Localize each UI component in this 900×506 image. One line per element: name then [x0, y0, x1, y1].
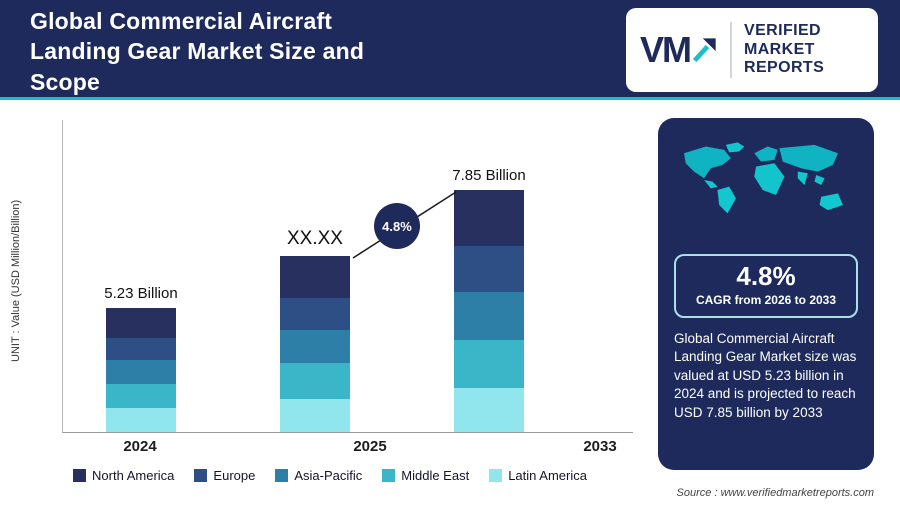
chart-area: UNIT : Value (USD Million/Billion) 5.23 … [0, 100, 655, 506]
bar-segment-asia-pacific [454, 291, 524, 341]
bar-segment-asia-pacific [106, 360, 176, 384]
bar-segment-latin-america [280, 398, 350, 432]
bar-segment-asia-pacific [280, 329, 350, 364]
stacked-bar-2033 [454, 190, 524, 433]
bar-segment-latin-america [106, 408, 176, 432]
legend-label-europe: Europe [213, 468, 256, 483]
bar-column-2033: 7.85 Billion [434, 167, 544, 433]
legend-swatch-north-america [73, 469, 87, 482]
header: Global Commercial Aircraft Landing Gear … [0, 0, 900, 100]
plot: 5.23 Billion XX.XX 7.85 Billion 4.8% [62, 120, 633, 433]
cagr-box: 4.8% CAGR from 2026 to 2033 [674, 254, 858, 318]
bar-column-2025: XX.XX [260, 228, 370, 432]
bar-segment-north-america [454, 190, 524, 246]
stacked-bar-2024 [106, 308, 176, 432]
bar-segment-europe [280, 298, 350, 330]
bars: 5.23 Billion XX.XX 7.85 Billion [63, 120, 633, 433]
bar-segment-europe [454, 245, 524, 292]
market-description: Global Commercial Aircraft Landing Gear … [674, 330, 857, 421]
legend-item-asia-pacific: Asia-Pacific [275, 468, 362, 483]
legend-label-latin-america: Latin America [508, 468, 587, 483]
logo-divider [730, 22, 732, 78]
legend-item-europe: Europe [194, 468, 255, 483]
bar-segment-middle-east [280, 363, 350, 399]
bar-segment-middle-east [106, 383, 176, 409]
legend-swatch-asia-pacific [275, 469, 289, 482]
brand-line-1: VERIFIED [744, 22, 821, 40]
bar-value-label-2033: 7.85 Billion [452, 167, 526, 184]
legend-item-latin-america: Latin America [489, 468, 587, 483]
stacked-bar-2025 [280, 256, 350, 432]
y-axis-label: UNIT : Value (USD Million/Billion) [10, 199, 22, 363]
category-label-2024: 2024 [123, 438, 157, 455]
legend-item-north-america: North America [73, 468, 174, 483]
category-label-2033: 2033 [583, 438, 617, 455]
legend-label-middle-east: Middle East [401, 468, 470, 483]
legend-swatch-latin-america [489, 469, 503, 482]
bar-value-label-2024: 5.23 Billion [104, 285, 178, 302]
side-panel: 4.8% CAGR from 2026 to 2033 Global Comme… [658, 118, 874, 470]
bar-value-label-2025: XX.XX [287, 228, 343, 249]
arrow-up-right-icon [692, 38, 716, 63]
logo-mark: VM [640, 29, 718, 71]
legend-swatch-europe [194, 469, 208, 482]
brand-text: VERIFIED MARKET REPORTS [744, 22, 824, 77]
brand-line-2: MARKET [744, 40, 815, 58]
cagr-value: 4.8% [736, 261, 796, 291]
bar-segment-europe [106, 337, 176, 361]
bar-segment-middle-east [454, 340, 524, 389]
category-label-2025: 2025 [353, 438, 387, 455]
cagr-label: CAGR from 2026 to 2033 [695, 292, 837, 307]
bar-segment-north-america [106, 308, 176, 338]
source-text: Source : www.verifiedmarketreports.com [676, 487, 874, 499]
world-map [674, 130, 858, 250]
bar-segment-north-america [280, 256, 350, 299]
logo-mark-text: VM [640, 29, 692, 70]
cagr-circle-badge: 4.8% [374, 203, 420, 249]
legend-item-middle-east: Middle East [382, 468, 469, 483]
legend: North America Europe Asia-Pacific Middle Ea… [30, 468, 630, 483]
vmr-logo: VM VERIFIED MARKET REPORTS [626, 8, 878, 92]
legend-swatch-middle-east [382, 469, 396, 482]
world-map-graphic [684, 142, 843, 214]
bar-column-2024: 5.23 Billion [86, 285, 196, 432]
bar-segment-latin-america [454, 388, 524, 433]
category-row: 2024 2025 2033 [62, 438, 744, 455]
legend-label-asia-pacific: Asia-Pacific [294, 468, 363, 483]
page-title: Global Commercial Aircraft Landing Gear … [30, 8, 365, 95]
legend-label-north-america: North America [92, 468, 175, 483]
brand-line-3: REPORTS [744, 59, 825, 77]
header-accent-line [0, 97, 900, 100]
